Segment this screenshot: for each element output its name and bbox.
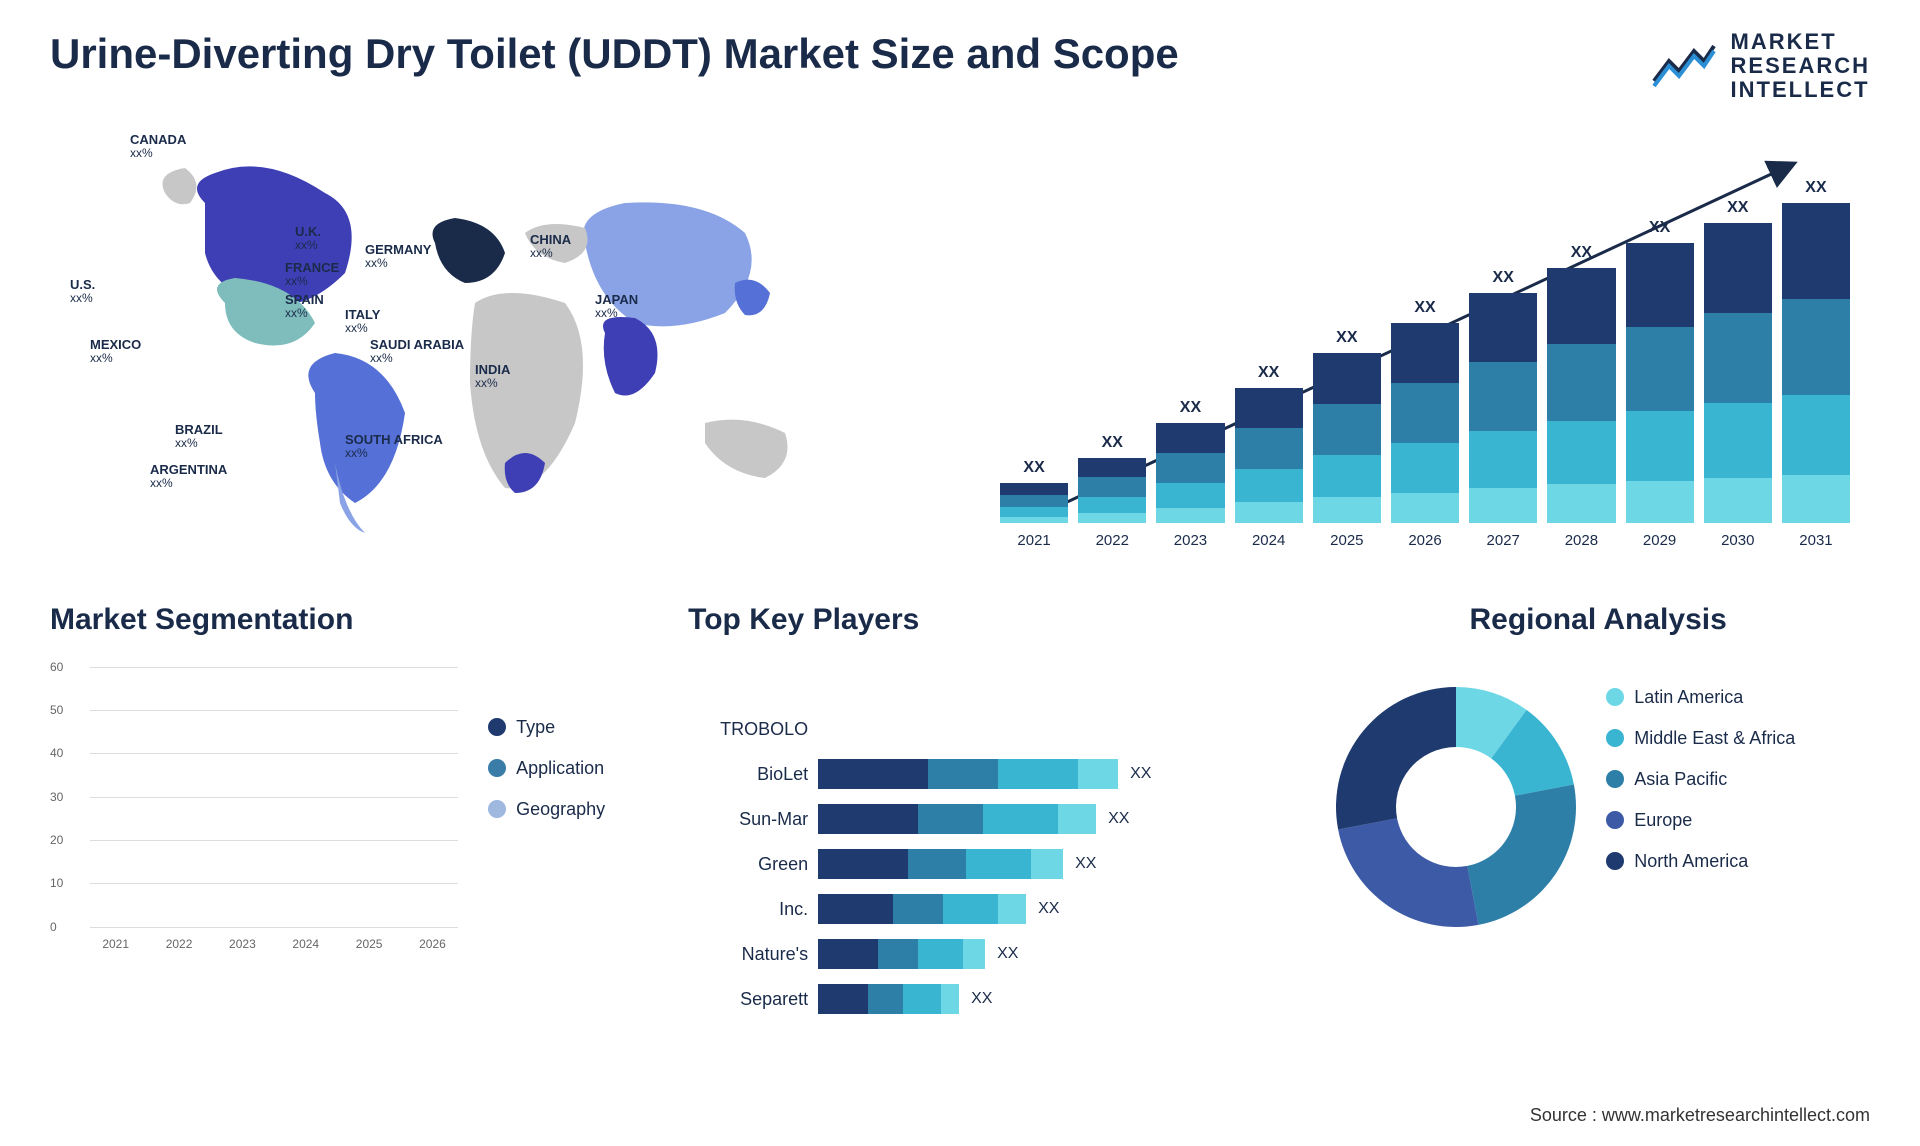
legend-item: Application [488, 758, 648, 779]
country-label-france: FRANCExx% [285, 261, 339, 288]
region-legend-item: Europe [1606, 810, 1870, 831]
segmentation-legend: Type Application Geography [488, 657, 648, 957]
donut-slice [1467, 784, 1576, 924]
region-legend-item: Middle East & Africa [1606, 728, 1870, 749]
forecast-bar-2031: XX2031 [1782, 179, 1850, 523]
logo-line3: INTELLECT [1731, 78, 1870, 102]
key-player-bar: XX [818, 977, 1286, 1022]
key-players-title: Top Key Players [688, 603, 1286, 637]
country-label-germany: GERMANYxx% [365, 243, 431, 270]
country-label-southafrica: SOUTH AFRICAxx% [345, 433, 443, 460]
key-players-chart: XXXXXXXXXXXX [818, 657, 1286, 1022]
country-label-india: INDIAxx% [475, 363, 510, 390]
country-label-mexico: MEXICOxx% [90, 338, 141, 365]
key-player-label: BioLet [688, 752, 808, 797]
country-label-brazil: BRAZILxx% [175, 423, 223, 450]
donut-slice [1338, 818, 1478, 927]
forecast-bar-2028: XX2028 [1547, 244, 1615, 523]
country-label-italy: ITALYxx% [345, 308, 380, 335]
region-legend-item: North America [1606, 851, 1870, 872]
country-label-uk: U.K.xx% [295, 225, 321, 252]
forecast-bar-2026: XX2026 [1391, 299, 1459, 523]
key-player-label: Green [688, 842, 808, 887]
legend-item: Type [488, 717, 648, 738]
region-legend-item: Asia Pacific [1606, 769, 1870, 790]
legend-item: Geography [488, 799, 648, 820]
key-player-label: Inc. [688, 887, 808, 932]
segmentation-panel: Market Segmentation 20212022202320242025… [50, 603, 648, 1022]
logo-line1: MARKET [1731, 30, 1870, 54]
country-label-us: U.S.xx% [70, 278, 95, 305]
brand-logo: MARKET RESEARCH INTELLECT [1649, 30, 1870, 103]
key-player-bar: XX [818, 932, 1286, 977]
key-player-bar: XX [818, 797, 1286, 842]
page-title: Urine-Diverting Dry Toilet (UDDT) Market… [50, 30, 1179, 78]
key-player-label: Separett [688, 977, 808, 1022]
forecast-bar-2027: XX2027 [1469, 269, 1537, 523]
regional-panel: Regional Analysis Latin America Middle Ea… [1326, 603, 1870, 1022]
forecast-bar-2021: XX2021 [1000, 459, 1068, 523]
key-player-bar: XX [818, 752, 1286, 797]
key-player-label: Sun-Mar [688, 797, 808, 842]
country-label-canada: CANADAxx% [130, 133, 186, 160]
regional-title: Regional Analysis [1326, 603, 1870, 637]
world-map-panel: CANADAxx% U.S.xx% MEXICOxx% BRAZILxx% ARGENT… [50, 133, 940, 553]
forecast-bar-2022: XX2022 [1078, 434, 1146, 523]
forecast-bar-2023: XX2023 [1156, 399, 1224, 523]
country-label-china: CHINAxx% [530, 233, 571, 260]
key-player-bar: XX [818, 887, 1286, 932]
country-label-saudiarabia: SAUDI ARABIAxx% [370, 338, 464, 365]
forecast-bar-2025: XX2025 [1313, 329, 1381, 523]
key-player-label: Nature's [688, 932, 808, 977]
country-label-spain: SPAINxx% [285, 293, 324, 320]
regional-donut-chart [1326, 677, 1586, 937]
region-legend-item: Latin America [1606, 687, 1870, 708]
forecast-chart: XX2021XX2022XX2023XX2024XX2025XX2026XX20… [980, 133, 1870, 553]
country-label-argentina: ARGENTINAxx% [150, 463, 227, 490]
key-player-bar: XX [818, 842, 1286, 887]
logo-icon [1649, 41, 1719, 91]
forecast-bar-2024: XX2024 [1235, 364, 1303, 523]
country-label-japan: JAPANxx% [595, 293, 638, 320]
forecast-bar-2029: XX2029 [1626, 219, 1694, 523]
segmentation-title: Market Segmentation [50, 603, 648, 637]
logo-line2: RESEARCH [1731, 54, 1870, 78]
regional-legend: Latin America Middle East & Africa Asia Pa… [1606, 657, 1870, 937]
donut-slice [1336, 687, 1456, 829]
source-attribution: Source : www.marketresearchintellect.com [1530, 1105, 1870, 1126]
forecast-bar-2030: XX2030 [1704, 199, 1772, 523]
key-players-panel: Top Key Players TROBOLOBioLetSun-MarGree… [688, 603, 1286, 1022]
segmentation-chart: 202120222023202420252026 0102030405060 [50, 657, 468, 957]
